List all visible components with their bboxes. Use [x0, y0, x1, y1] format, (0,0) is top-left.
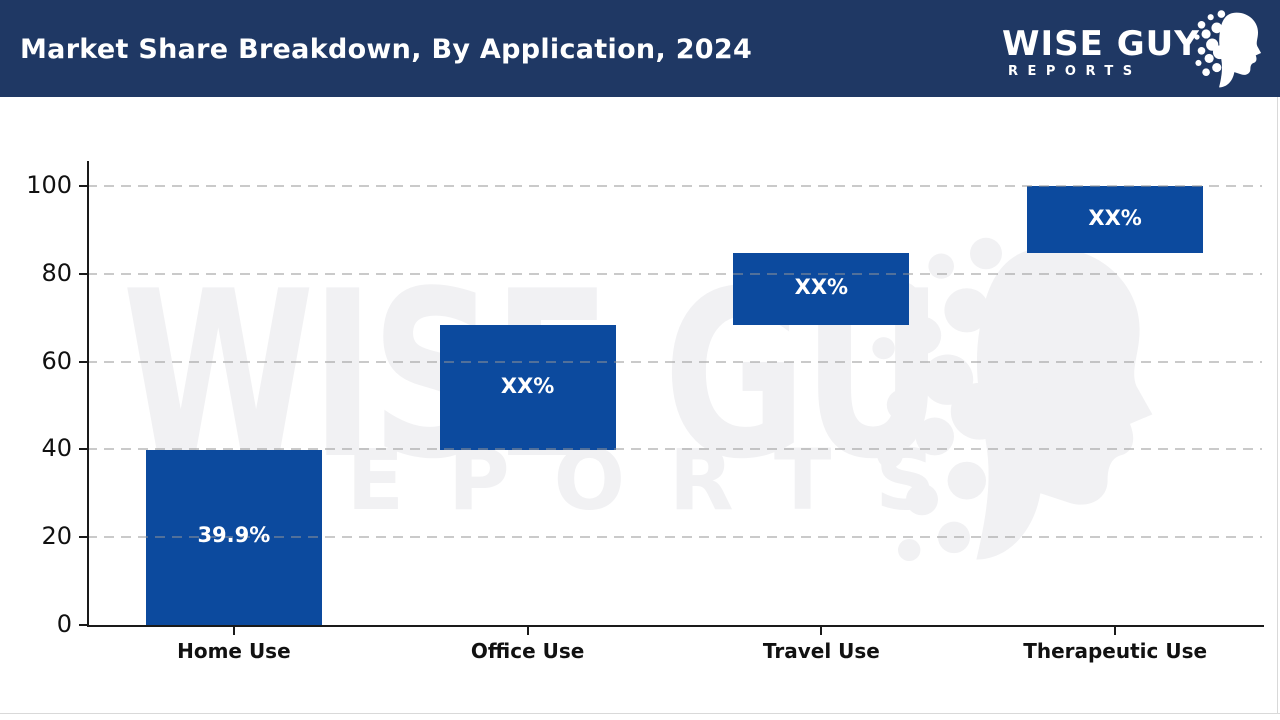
gridline [87, 185, 1262, 187]
y-tick-label: 40 [41, 434, 72, 463]
y-tick [79, 624, 87, 626]
gridline [87, 360, 1262, 363]
watermark-reports-text: REPORTS [238, 431, 980, 529]
bar [1027, 186, 1204, 254]
gridline [87, 536, 1262, 539]
logo-wordmark: WISE GUY [1002, 24, 1200, 64]
y-tick [79, 360, 87, 363]
bar [733, 253, 910, 326]
x-tick [232, 627, 235, 635]
y-tick [79, 448, 87, 451]
page-title: Market Share Breakdown, By Application, … [20, 34, 753, 65]
y-tick-label: 100 [26, 171, 72, 199]
logo-face-icon [1194, 10, 1262, 88]
card-bottom-border [0, 713, 1280, 714]
x-tick-label: Therapeutic Use [1023, 639, 1208, 663]
y-tick-label: 60 [41, 346, 72, 375]
bar-label: XX% [1088, 205, 1142, 230]
y-tick [79, 272, 87, 275]
logo-reports-text: REPORTS [1008, 64, 1142, 79]
bar-label: XX% [500, 373, 555, 398]
y-tick [79, 185, 87, 187]
x-tick [820, 627, 823, 635]
bar-label: XX% [794, 275, 849, 300]
bar-label: 39.9% [197, 523, 271, 548]
logo: WISE GUY REPORTS [1002, 8, 1262, 92]
y-axis [87, 161, 89, 627]
gridline [87, 448, 1262, 451]
x-tick-label: Travel Use [762, 639, 880, 663]
y-tick-label: 80 [41, 258, 72, 287]
y-tick-label: 20 [41, 522, 72, 551]
y-tick [79, 536, 87, 539]
gridline [87, 272, 1262, 275]
header: Market Share Breakdown, By Application, … [0, 0, 1280, 97]
y-tick-label: 0 [56, 610, 72, 638]
x-tick-label: Office Use [470, 639, 585, 663]
x-axis [87, 625, 1264, 627]
x-tick [1114, 627, 1117, 635]
x-tick [526, 627, 529, 635]
x-tick-label: Home Use [177, 639, 291, 663]
card-right-border [1277, 97, 1278, 714]
bar [439, 325, 616, 450]
